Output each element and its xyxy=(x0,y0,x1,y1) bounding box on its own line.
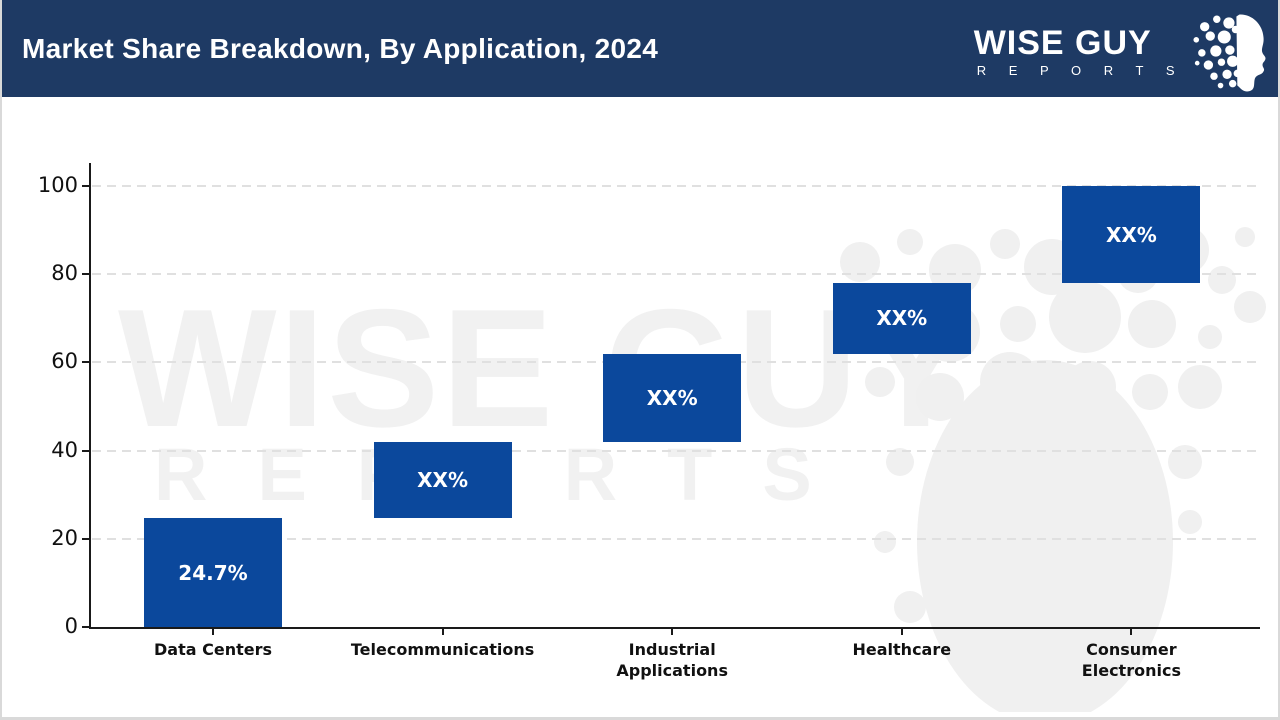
bar-segment: XX% xyxy=(603,353,742,442)
y-tick-mark xyxy=(82,449,91,452)
y-tick-label: 40 xyxy=(51,437,78,462)
logo-wordmark: WISE GUY xyxy=(973,23,1152,62)
y-tick-label: 20 xyxy=(51,525,78,550)
y-tick-mark xyxy=(82,626,91,628)
x-category-label: Healthcare xyxy=(852,640,952,659)
y-tick-mark xyxy=(82,361,91,364)
x-tick-mark xyxy=(671,627,674,635)
bar-value-label: XX% xyxy=(1105,222,1157,247)
gridline-100 xyxy=(92,185,1258,187)
x-category-label: Consumer Electronics xyxy=(1081,640,1181,681)
bar-segment: XX% xyxy=(832,283,971,354)
x-category-label: Industrial Applications xyxy=(616,640,728,681)
y-tick-mark xyxy=(82,185,91,187)
x-category-label: Data Centers xyxy=(154,640,272,659)
plot-area: 0 20 40 60 80 100 24.7% XX% XX% XX% XX% Data Cent… xyxy=(2,97,1278,717)
y-tick-mark xyxy=(82,537,91,540)
watermark-wordmark: WISE GUY xyxy=(118,274,975,462)
bar-value-label: XX% xyxy=(646,385,698,410)
y-tick-label: 0 xyxy=(64,614,78,638)
x-tick-mark xyxy=(900,627,903,635)
bar-value-label: XX% xyxy=(417,467,469,492)
x-tick-mark xyxy=(212,627,214,635)
bar-segment: 24.7% xyxy=(144,518,282,627)
gridline-40 xyxy=(92,449,1258,452)
gridline-20 xyxy=(92,537,1258,540)
logo-subtitle: R E P O R T S xyxy=(976,62,1184,78)
bar-value-label: XX% xyxy=(876,306,928,331)
y-tick-label: 60 xyxy=(51,349,78,374)
x-axis-line xyxy=(89,627,1260,629)
gridline-80 xyxy=(92,273,1258,276)
bar-value-label: 24.7% xyxy=(178,560,248,585)
y-tick-label: 100 xyxy=(37,173,78,197)
wise-guy-reports-logo: WISE GUY R E P O R T S xyxy=(974,8,1270,94)
y-tick-label: 80 xyxy=(51,261,78,286)
x-tick-mark xyxy=(1130,627,1133,635)
y-tick-mark xyxy=(82,273,91,276)
logo-text: WISE GUY R E P O R T S xyxy=(974,26,1184,77)
y-axis-line xyxy=(89,163,91,629)
bar-segment: XX% xyxy=(1062,186,1201,284)
header-bar: Market Share Breakdown, By Application, … xyxy=(2,0,1278,97)
x-tick-mark xyxy=(441,627,444,635)
chart-title: Market Share Breakdown, By Application, … xyxy=(22,32,659,64)
x-category-label: Telecommunications xyxy=(350,640,535,659)
bar-segment: XX% xyxy=(373,441,512,519)
dotted-head-logo-icon xyxy=(1193,14,1266,92)
